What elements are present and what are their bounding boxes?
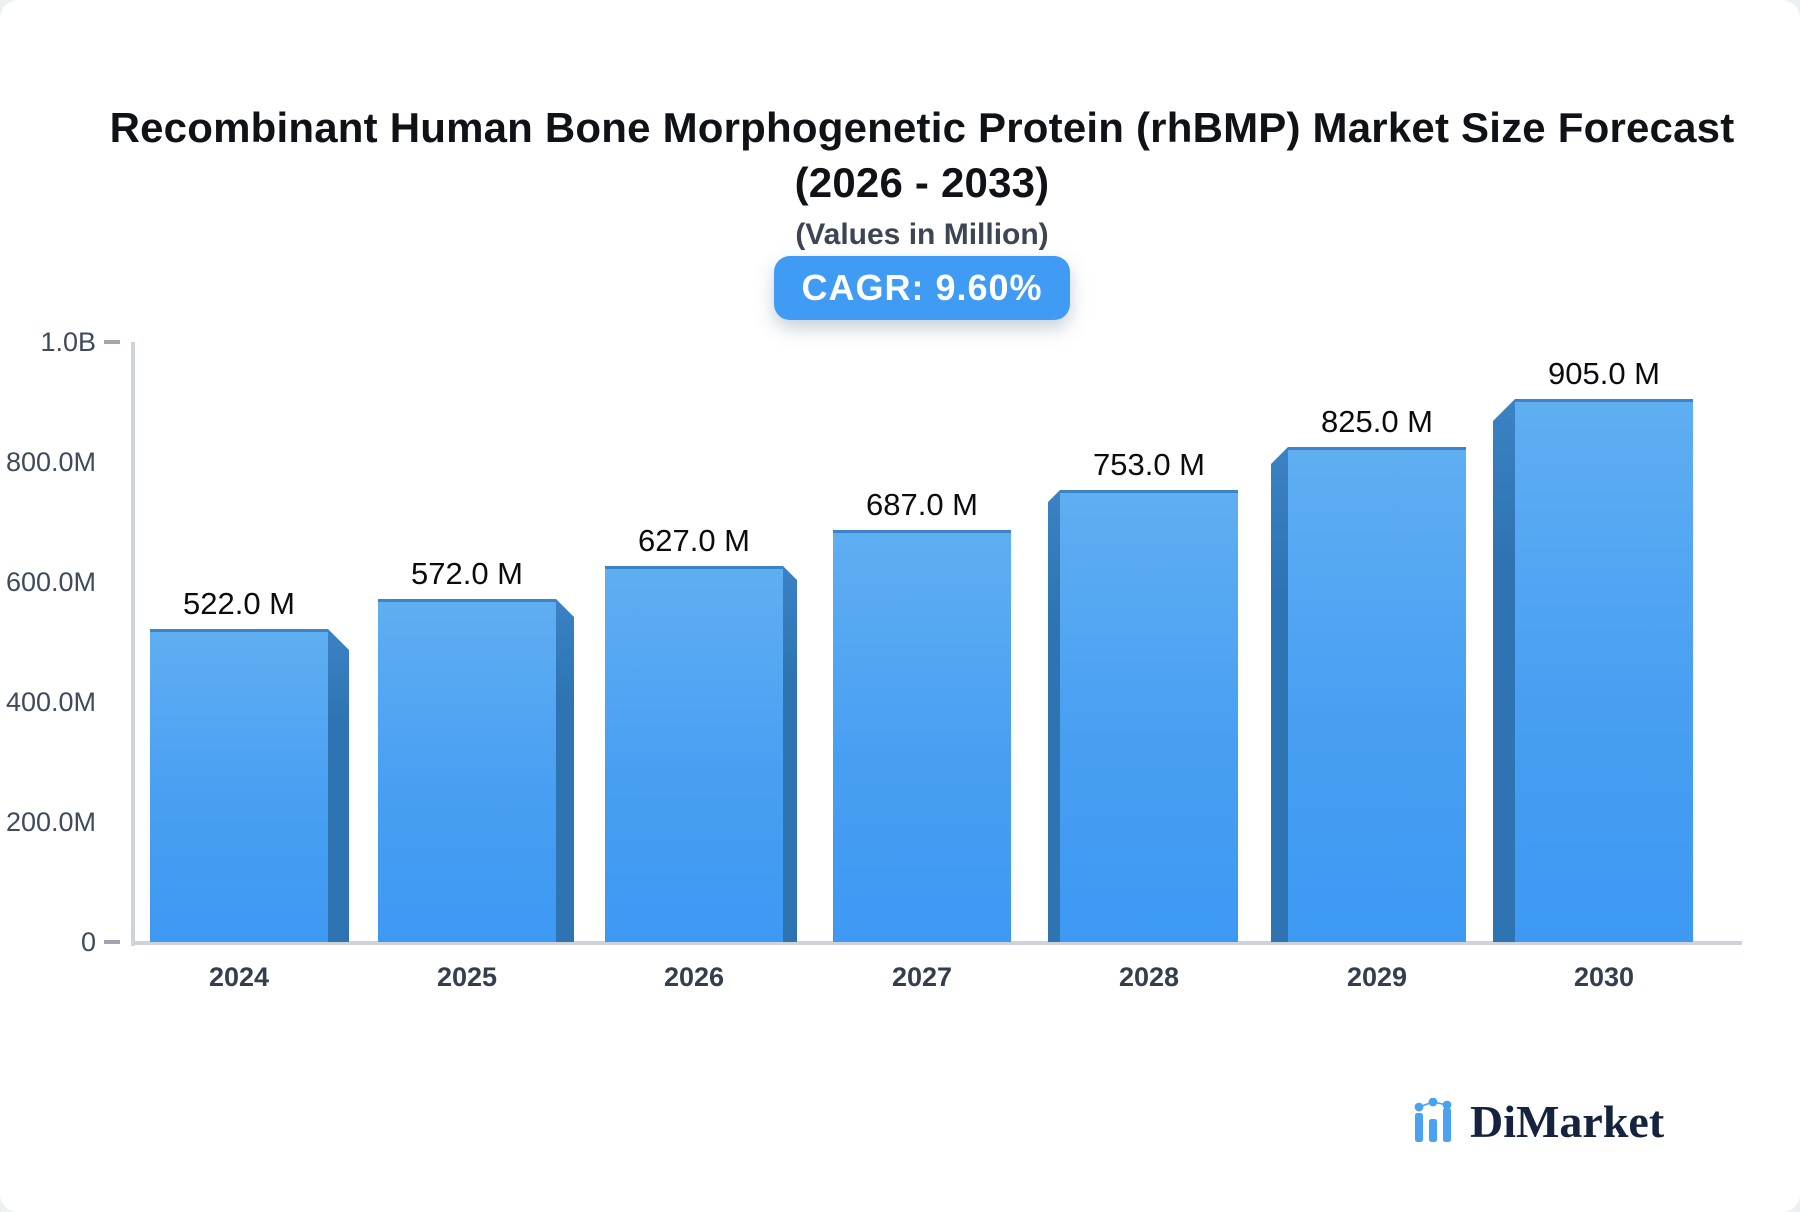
cagr-badge-row: CAGR: 9.60% bbox=[72, 256, 1772, 320]
bar-side-face bbox=[783, 566, 797, 942]
x-axis-label: 2027 bbox=[891, 962, 953, 992]
bar-value-label: 572.0 M bbox=[410, 556, 523, 591]
bar-value-label: 687.0 M bbox=[865, 487, 978, 522]
bar-side-face bbox=[556, 599, 574, 942]
x-axis-label: 2028 bbox=[1118, 962, 1180, 992]
bar-face bbox=[833, 530, 1011, 942]
bar-2029 bbox=[1271, 447, 1466, 942]
bar-face bbox=[378, 599, 556, 942]
chart-subtitle: (Values in Million) bbox=[795, 218, 1049, 251]
bar-face bbox=[1288, 447, 1466, 942]
y-axis-label: 400.0M bbox=[5, 687, 96, 717]
bar-face bbox=[1515, 399, 1693, 942]
bar-face bbox=[150, 629, 328, 942]
bar-side-face bbox=[1048, 490, 1060, 942]
y-axis-label: 600.0M bbox=[5, 567, 96, 597]
bar-value-label: 522.0 M bbox=[182, 586, 295, 621]
bar-value-label: 627.0 M bbox=[637, 523, 750, 558]
bar-2026 bbox=[605, 566, 797, 942]
bar-2028 bbox=[1048, 490, 1238, 942]
bar-side-face bbox=[1493, 399, 1515, 942]
bar-2024 bbox=[150, 629, 349, 942]
y-axis-label: 0 bbox=[80, 927, 96, 957]
bar-value-label: 753.0 M bbox=[1092, 447, 1205, 482]
bar-2027 bbox=[833, 530, 1011, 942]
bar-value-label: 905.0 M bbox=[1547, 356, 1660, 391]
bar-value-label: 825.0 M bbox=[1320, 404, 1433, 439]
cagr-badge: CAGR: 9.60% bbox=[774, 256, 1070, 320]
bar-side-face bbox=[328, 629, 349, 942]
bar-2025 bbox=[378, 599, 574, 942]
x-axis-line bbox=[131, 941, 1742, 945]
x-axis-label: 2024 bbox=[208, 962, 270, 992]
chart-title: Recombinant Human Bone Morphogenetic Pro… bbox=[109, 104, 1735, 206]
y-axis-label: 1.0B bbox=[40, 327, 96, 357]
x-axis-label: 2029 bbox=[1346, 962, 1408, 992]
logo: DiMarket bbox=[1412, 1097, 1664, 1147]
bar-2030 bbox=[1493, 399, 1693, 942]
y-axis-tick bbox=[104, 340, 120, 344]
bar-side-face bbox=[1271, 447, 1288, 942]
y-axis-line bbox=[131, 342, 135, 946]
x-axis-label: 2030 bbox=[1573, 962, 1635, 992]
x-axis-label: 2025 bbox=[436, 962, 498, 992]
x-axis-label: 2026 bbox=[663, 962, 725, 992]
y-axis-tick bbox=[104, 940, 120, 944]
y-axis-label: 200.0M bbox=[5, 807, 96, 837]
logo-text: DiMarket bbox=[1470, 1096, 1665, 1147]
bar-face bbox=[1060, 490, 1238, 942]
bar-chart-with-trend-icon bbox=[1414, 1098, 1452, 1142]
bar-face bbox=[605, 566, 783, 942]
y-axis-label: 800.0M bbox=[5, 447, 96, 477]
